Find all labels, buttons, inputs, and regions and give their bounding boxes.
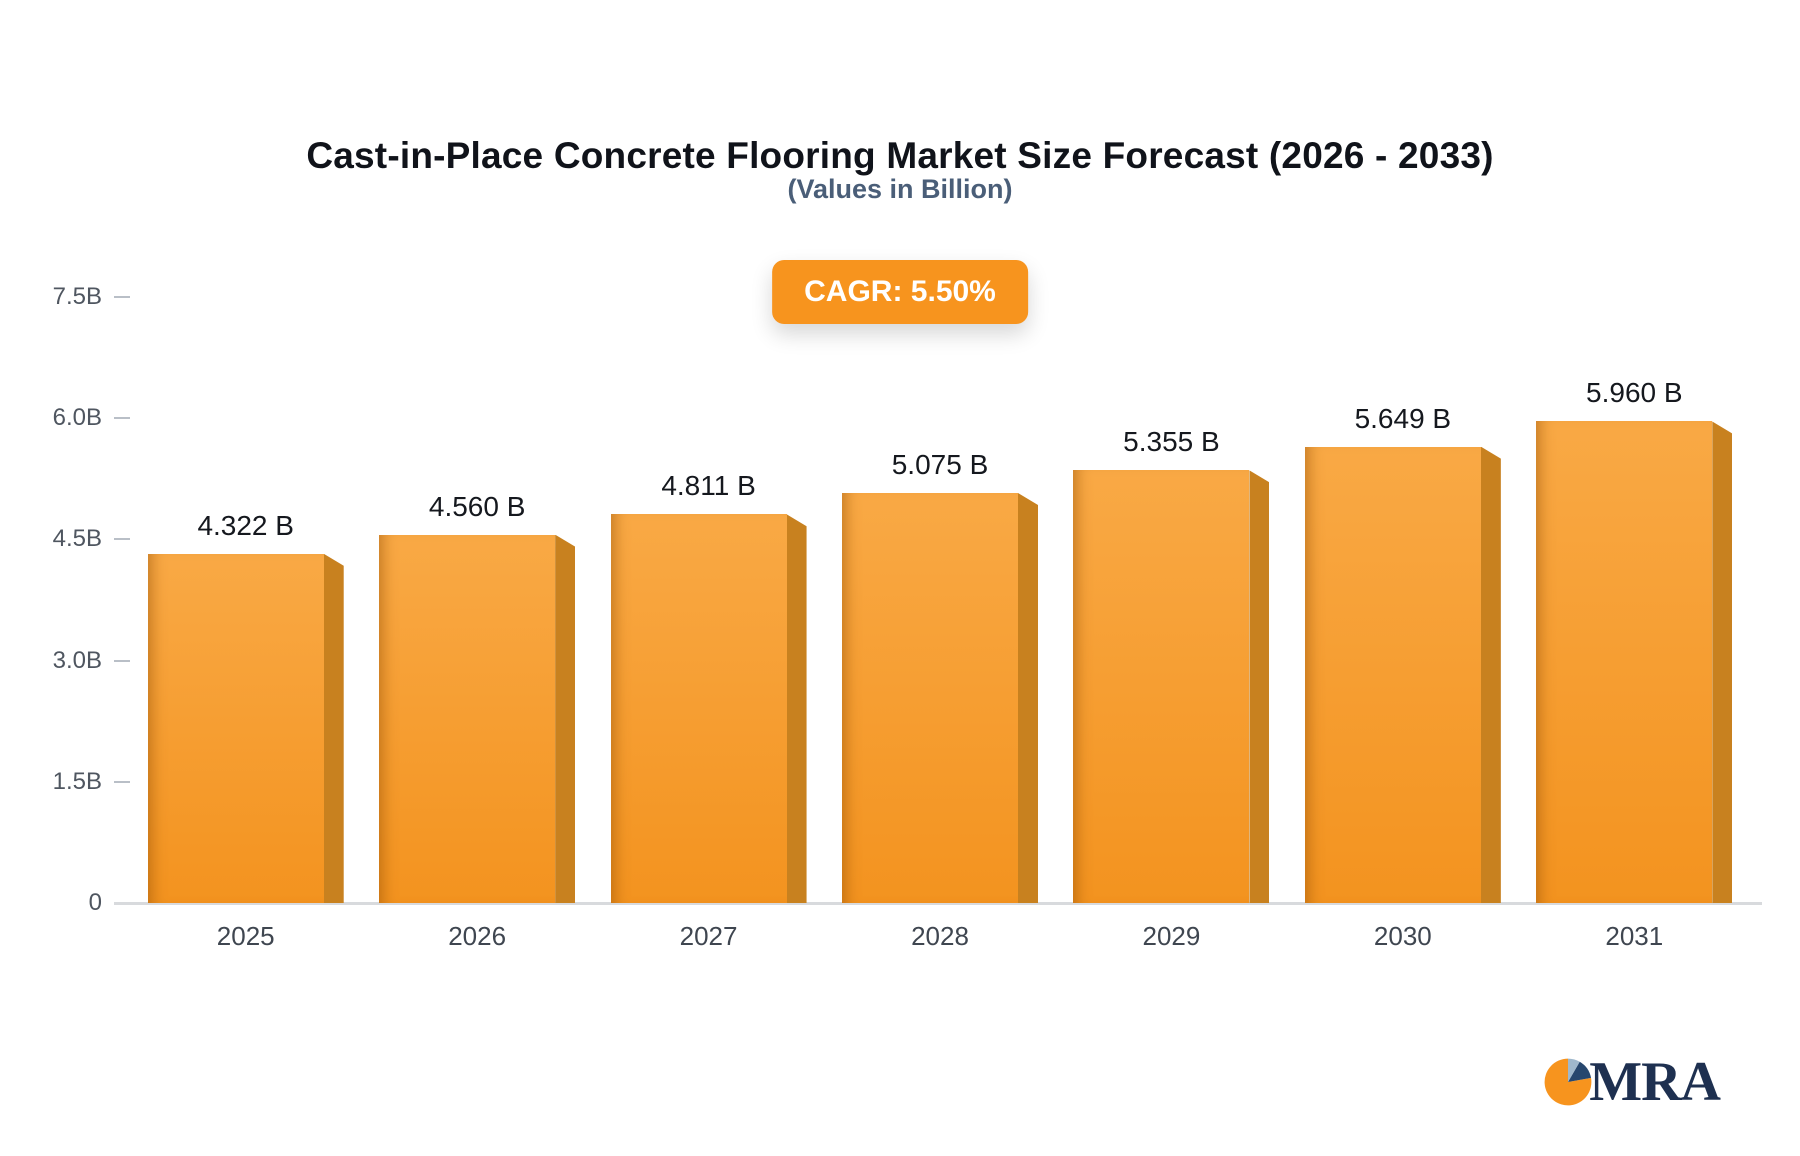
y-axis-tick xyxy=(114,659,130,662)
y-axis-tick xyxy=(114,417,130,420)
bar-front-face xyxy=(610,514,787,903)
chart-title: Cast-in-Place Concrete Flooring Market S… xyxy=(306,134,1494,176)
bar-side-face xyxy=(1480,446,1501,903)
y-axis-row: 1.5B xyxy=(53,767,130,797)
y-axis-label: 1.5B xyxy=(52,767,102,795)
bar-value-label: 5.355 B xyxy=(1123,426,1220,458)
y-axis-tick xyxy=(114,538,130,541)
y-axis-label: 6.0B xyxy=(52,404,102,432)
brand-logo: MRA xyxy=(1542,1051,1721,1113)
bar-front-face xyxy=(147,553,324,903)
y-axis-label: 4.5B xyxy=(52,525,102,553)
x-axis-label: 2031 xyxy=(1605,921,1664,951)
bar-2028: 5.075 B xyxy=(842,449,1038,903)
y-axis-tick xyxy=(114,780,130,783)
cagr-badge: CAGR: 5.50% xyxy=(772,260,1028,324)
chart-subtitle: (Values in Billion) xyxy=(787,174,1013,204)
bar-value-label: 4.560 B xyxy=(428,490,526,522)
y-axis-label: 0 xyxy=(88,889,102,916)
y-axis-label: 3.0B xyxy=(52,646,102,674)
y-axis-row: 4.5B xyxy=(53,524,130,554)
x-axis-label: 2025 xyxy=(216,921,275,951)
x-axis-label: 2030 xyxy=(1373,921,1432,951)
bar-2025: 4.322 B xyxy=(147,510,344,903)
logo-text: MRA xyxy=(1589,1051,1721,1113)
logo-pie-icon xyxy=(1544,1058,1592,1106)
bar-side-face xyxy=(786,514,807,903)
bar-value-label: 5.649 B xyxy=(1354,402,1452,434)
bar-value-label: 5.075 B xyxy=(891,448,989,480)
y-axis-row: 7.5B xyxy=(53,282,130,312)
x-axis-label: 2029 xyxy=(1142,921,1201,951)
bar-side-face xyxy=(1249,470,1270,903)
y-axis-row: 6.0B xyxy=(53,403,130,433)
bar-value-label: 4.322 B xyxy=(197,509,294,541)
bar-value-label: 4.811 B xyxy=(661,470,756,502)
bar-value-label: 5.960 B xyxy=(1586,377,1683,409)
bar-front-face xyxy=(1073,470,1250,903)
bar-2031: 5.960 B xyxy=(1536,377,1733,903)
bar-front-face xyxy=(1536,421,1713,903)
y-axis: 0 1.5B 3.0B 4.5B 6.0B 7.5B xyxy=(18,283,130,937)
y-axis-tick xyxy=(114,296,130,298)
bar-front-face xyxy=(842,492,1018,903)
bar-side-face xyxy=(555,534,576,903)
bar-2026: 4.560 B xyxy=(379,491,576,903)
x-axis-label: 2026 xyxy=(448,921,507,951)
bar-side-face xyxy=(1712,421,1733,903)
x-axis-label: 2027 xyxy=(679,921,738,951)
bar-side-face xyxy=(323,553,344,903)
y-axis-row: 3.0B xyxy=(53,646,130,676)
bar-front-face xyxy=(379,534,556,903)
y-axis-label: 7.5B xyxy=(52,283,102,310)
x-axis-label: 2028 xyxy=(911,921,969,951)
bar-front-face xyxy=(1304,446,1481,903)
bar-2027: 4.811 B xyxy=(610,470,807,903)
cagr-label: CAGR: 5.50% xyxy=(804,275,996,308)
bar-side-face xyxy=(1018,492,1038,903)
x-axis-line xyxy=(114,902,1762,905)
plot-area: 4.322 B 2025 4.560 B 2026 4.811 B 2027 5.075 B… xyxy=(114,297,1762,951)
bar-2029: 5.355 B xyxy=(1073,426,1270,903)
bar-2030: 5.649 B xyxy=(1304,403,1501,903)
